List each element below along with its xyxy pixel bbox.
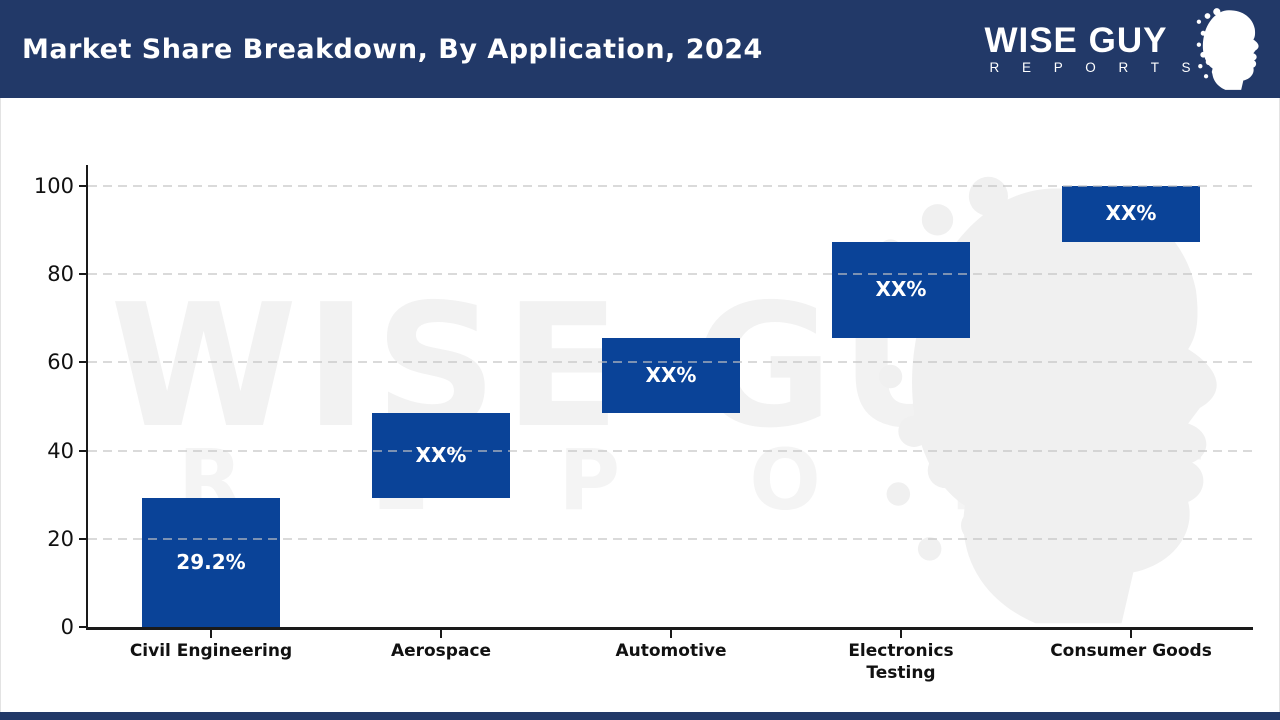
y-tick-label: 40 xyxy=(47,438,74,463)
x-axis-tick xyxy=(900,630,902,638)
bar-value-label: XX% xyxy=(875,277,927,302)
bar-civil-engineering: 29.2% xyxy=(142,498,280,627)
y-axis-tick xyxy=(79,626,86,628)
bar-value-label: 29.2% xyxy=(176,549,246,574)
y-tick-label: 0 xyxy=(60,615,74,639)
y-tick-label: 80 xyxy=(47,262,74,287)
bar-value-label: XX% xyxy=(645,362,697,387)
grid-line xyxy=(88,361,1253,364)
brand-logo: WISE GUY R E P O R T S xyxy=(984,6,1272,92)
page-title: Market Share Breakdown, By Application, … xyxy=(22,33,763,65)
footer-bar xyxy=(0,712,1280,720)
y-tick-label: 100 xyxy=(33,174,74,198)
bar-automotive: XX% xyxy=(602,338,740,414)
bar-aerospace: XX% xyxy=(372,413,510,499)
bar-value-label: XX% xyxy=(415,442,467,467)
brand-subname: R E P O R T S xyxy=(989,60,1200,76)
x-axis-tick xyxy=(670,630,672,638)
y-axis xyxy=(86,165,88,630)
header: Market Share Breakdown, By Application, … xyxy=(0,0,1280,98)
x-tick-label: Aerospace xyxy=(390,641,492,661)
x-axis-tick xyxy=(440,630,442,638)
y-axis-tick xyxy=(79,537,86,540)
grid-line xyxy=(88,537,1253,540)
y-axis-tick xyxy=(79,361,86,364)
y-axis-tick xyxy=(79,449,86,452)
x-axis xyxy=(86,627,1253,630)
bar-value-label: XX% xyxy=(1105,201,1157,225)
y-tick-label: 60 xyxy=(47,350,74,375)
grid-line xyxy=(88,449,1253,452)
grid-line xyxy=(88,185,1253,187)
grid-line xyxy=(88,273,1253,276)
x-tick-label: Civil Engineering xyxy=(129,641,293,661)
x-tick-label: Electronics Testing xyxy=(848,641,954,684)
bar-electronics-testing: XX% xyxy=(832,242,970,339)
brand-name: WISE GUY xyxy=(984,20,1168,60)
x-tick-label: Automotive xyxy=(615,641,727,661)
x-tick-label: Consumer Goods xyxy=(1050,641,1212,661)
y-axis-tick xyxy=(79,185,86,187)
x-axis-tick xyxy=(1130,630,1132,638)
bar-consumer-goods: XX% xyxy=(1062,186,1200,242)
brand-logo-text: WISE GUY R E P O R T S xyxy=(984,20,1200,76)
y-tick-label: 20 xyxy=(47,526,74,551)
x-axis-tick xyxy=(210,630,212,638)
y-axis-tick xyxy=(79,273,86,276)
